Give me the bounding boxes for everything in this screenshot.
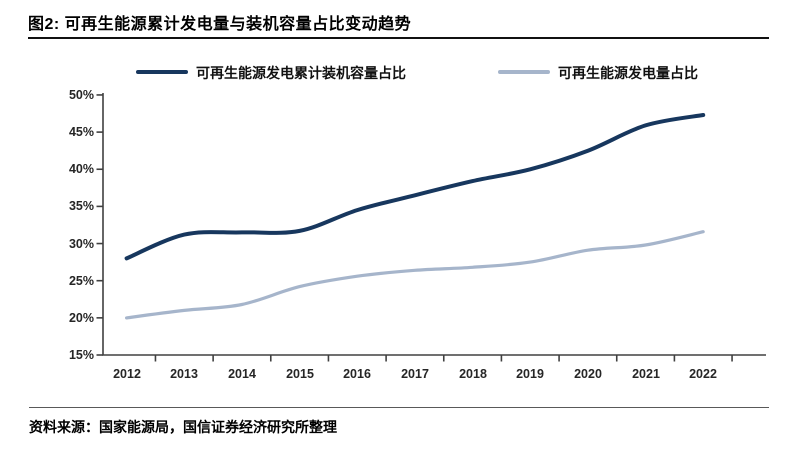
x-axis-label: 2018: [459, 367, 487, 381]
x-axis-label: 2017: [401, 367, 429, 381]
chart-legend: 可再生能源发电累计装机容量占比 可再生能源发电量占比: [0, 60, 797, 82]
source-text: 资料来源：国家能源局，国信证券经济研究所整理: [29, 419, 337, 435]
y-axis-label: 30%: [68, 236, 94, 251]
x-axis-label: 2016: [343, 367, 371, 381]
y-axis-label: 40%: [68, 162, 94, 177]
figure-title: 图2: 可再生能源累计发电量与装机容量占比变动趋势: [28, 16, 412, 33]
x-axis-label: 2021: [632, 367, 660, 381]
generation-line-swatch: [498, 70, 550, 74]
y-axis-label: 25%: [68, 273, 94, 288]
y-axis-label: 15%: [68, 348, 94, 362]
x-axis-label: 2022: [689, 367, 717, 381]
x-axis-label: 2013: [170, 367, 198, 381]
legend-label-capacity: 可再生能源发电累计装机容量占比: [196, 65, 406, 81]
y-axis-label: 50%: [68, 88, 94, 102]
source-rule: [29, 407, 769, 408]
title-rule: [28, 37, 769, 39]
y-axis-label: 35%: [68, 199, 94, 214]
x-axis-label: 2020: [574, 367, 602, 381]
x-axis-label: 2015: [286, 367, 314, 381]
capacity-line-swatch: [136, 70, 188, 74]
x-axis-label: 2014: [228, 367, 256, 381]
y-axis-label: 20%: [68, 310, 94, 325]
legend-label-generation: 可再生能源发电量占比: [558, 65, 698, 81]
y-axis-label: 45%: [68, 125, 94, 140]
x-axis-label: 2019: [516, 367, 544, 381]
x-axis-label: 2012: [113, 367, 141, 381]
